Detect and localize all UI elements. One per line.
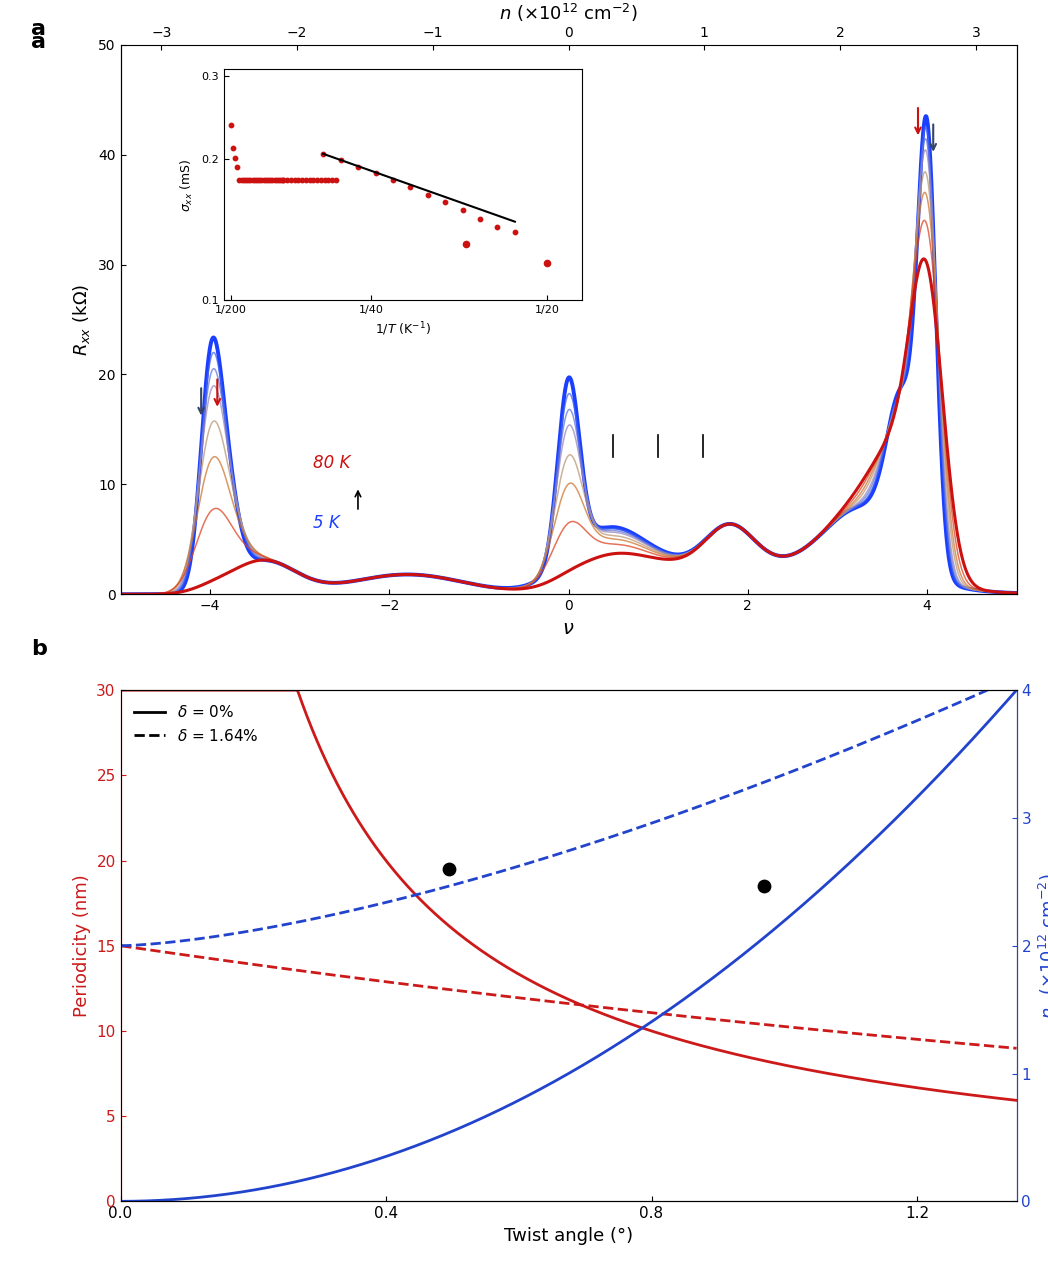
- Text: 80 K: 80 K: [313, 454, 350, 472]
- Text: b: b: [31, 639, 47, 659]
- Y-axis label: Periodicity (nm): Periodicity (nm): [72, 874, 91, 1017]
- X-axis label: $n$ ($\times$10$^{12}$ cm$^{-2}$): $n$ ($\times$10$^{12}$ cm$^{-2}$): [499, 3, 638, 24]
- Text: a: a: [31, 32, 46, 52]
- X-axis label: Twist angle (°): Twist angle (°): [504, 1227, 633, 1245]
- Y-axis label: $n_s$ ($\times$10$^{12}$ cm$^{-2}$): $n_s$ ($\times$10$^{12}$ cm$^{-2}$): [1036, 873, 1048, 1019]
- Y-axis label: $R_{xx}$ (k$\Omega$): $R_{xx}$ (k$\Omega$): [71, 284, 92, 355]
- X-axis label: $\nu$: $\nu$: [563, 619, 574, 638]
- Point: [440, 859, 457, 879]
- Text: 5 K: 5 K: [313, 514, 340, 533]
- Legend: $\delta$ = 0%, $\delta$ = 1.64%: $\delta$ = 0%, $\delta$ = 1.64%: [128, 698, 265, 750]
- Text: a: a: [31, 19, 46, 40]
- Point: [756, 875, 772, 896]
